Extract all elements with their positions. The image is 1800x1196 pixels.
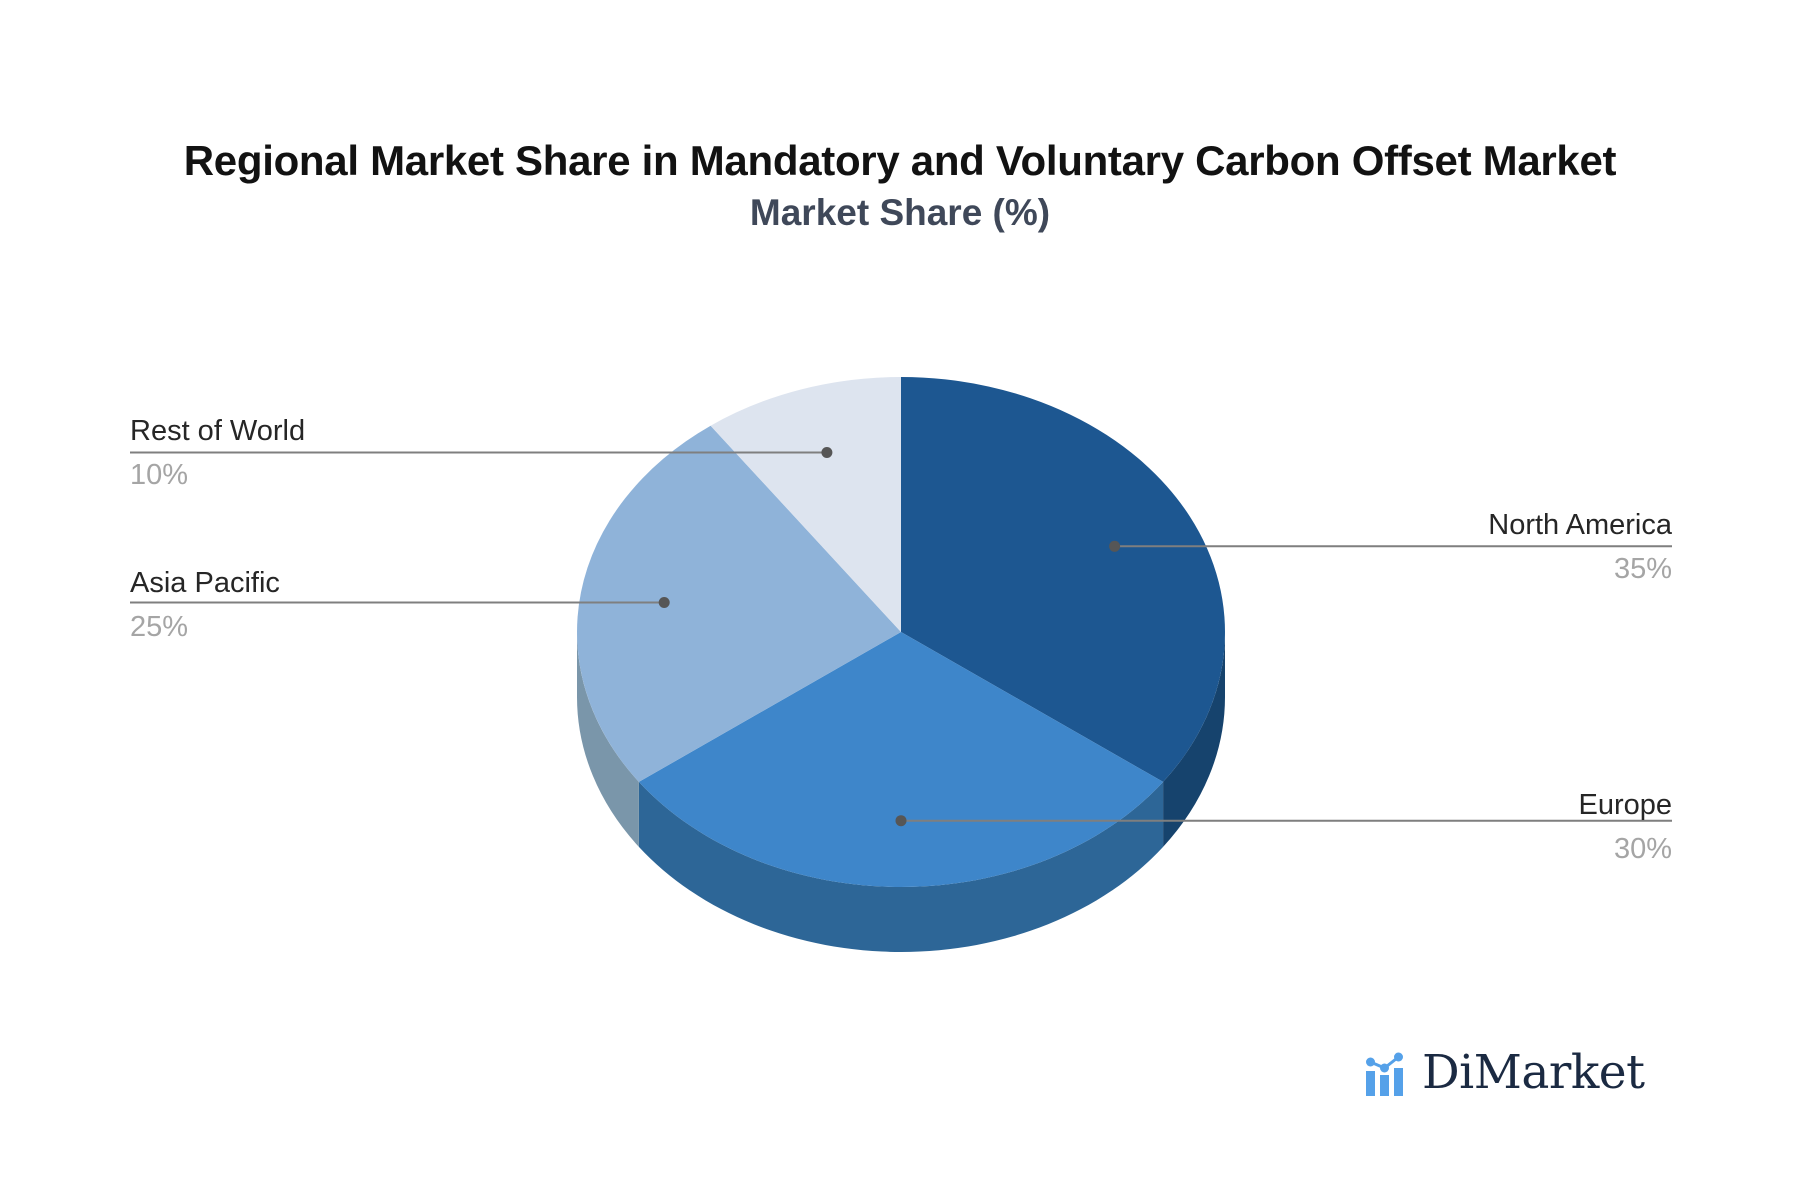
- pie-slice-asia-pacific[interactable]: [577, 425, 901, 782]
- pie-slice-side-asia-pacific: [577, 632, 639, 847]
- pie-slice-europe[interactable]: [638, 632, 1164, 887]
- brand-logo: DiMarket: [1360, 1036, 1645, 1096]
- value-europe: 30%: [1613, 833, 1672, 865]
- bar-line-chart-icon: [1366, 1052, 1403, 1096]
- value-asia-pacific: 25%: [130, 611, 189, 643]
- label-asia-pacific: Asia Pacific: [130, 567, 280, 599]
- pie-slice-side-north-america: [1163, 632, 1225, 847]
- label-north-america: North America: [1488, 509, 1672, 541]
- leader-dot-europe: [895, 815, 907, 827]
- pie-slice-north-america[interactable]: [901, 377, 1225, 782]
- value-north-america: 35%: [1613, 553, 1672, 585]
- chart-title: Regional Market Share in Mandatory and V…: [183, 137, 1617, 184]
- pie-slice-rest-of-world[interactable]: [710, 377, 901, 632]
- chart-subtitle: Market Share (%): [749, 192, 1051, 233]
- leader-dot-north-america: [1109, 540, 1121, 552]
- label-rest-of-world: Rest of World: [130, 415, 306, 447]
- pie-slice-side-europe: [638, 781, 1164, 952]
- leader-dot-asia-pacific: [658, 597, 670, 608]
- value-rest-of-world: 10%: [130, 459, 189, 491]
- leader-dot-rest-of-world: [821, 447, 833, 458]
- logo-text: DiMarket: [1422, 1045, 1645, 1100]
- label-europe: Europe: [1578, 789, 1672, 821]
